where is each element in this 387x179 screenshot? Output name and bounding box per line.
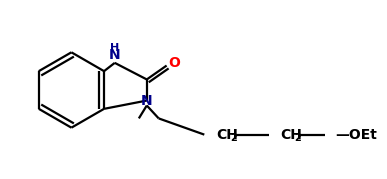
Text: CH: CH <box>281 128 303 142</box>
Text: 2: 2 <box>295 133 301 143</box>
Text: —OEt: —OEt <box>335 128 377 142</box>
Text: O: O <box>169 56 180 70</box>
Text: N: N <box>109 48 121 62</box>
Text: 2: 2 <box>230 133 237 143</box>
Text: N: N <box>141 94 152 108</box>
Text: CH: CH <box>216 128 238 142</box>
Text: H: H <box>110 43 119 53</box>
